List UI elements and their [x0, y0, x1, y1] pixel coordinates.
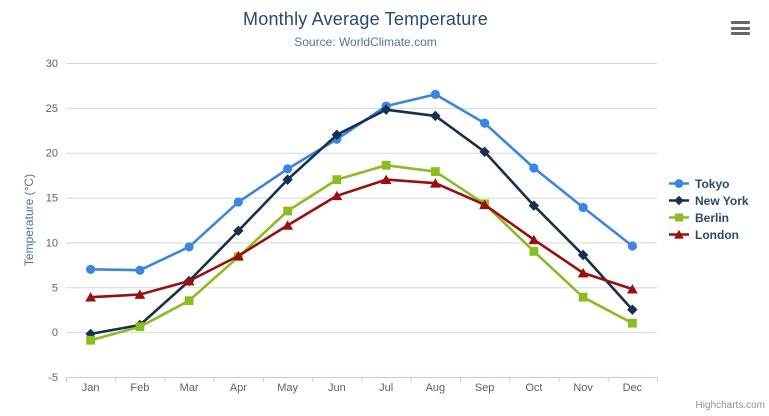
- data-point-tokyo[interactable]: [529, 163, 539, 173]
- series-line-berlin: [89, 164, 634, 342]
- data-point-tokyo[interactable]: [184, 242, 194, 252]
- data-point-london[interactable]: [85, 292, 97, 302]
- data-point-london[interactable]: [479, 199, 491, 210]
- x-axis-category-label: Oct: [525, 382, 542, 394]
- x-axis-category-label: Sep: [475, 382, 495, 394]
- data-point-new-york[interactable]: [233, 225, 244, 236]
- legend-item-new-york[interactable]: New York: [668, 192, 749, 209]
- x-axis-category-label: Jun: [328, 382, 346, 394]
- menu-bar: [731, 21, 750, 24]
- data-point-new-york[interactable]: [577, 249, 589, 261]
- data-point-london[interactable]: [429, 178, 441, 188]
- y-axis-tick-label: 30: [46, 58, 58, 70]
- chart-subtitle: Source: WorldClimate.com: [294, 35, 437, 49]
- data-point-tokyo[interactable]: [627, 241, 637, 251]
- y-axis-tick-label: 5: [52, 282, 58, 294]
- data-point-tokyo[interactable]: [430, 89, 440, 99]
- data-point-berlin[interactable]: [529, 247, 539, 256]
- x-axis-category-label: Mar: [180, 382, 199, 394]
- data-point-berlin[interactable]: [332, 175, 342, 185]
- x-axis-category-label: Nov: [573, 382, 593, 394]
- data-point-new-york[interactable]: [331, 129, 343, 140]
- square-marker-icon: [669, 213, 689, 222]
- legend-label: Tokyo: [695, 176, 730, 191]
- circle-marker-icon: [669, 179, 689, 188]
- legend-item-tokyo[interactable]: Tokyo: [668, 175, 749, 192]
- data-point-berlin[interactable]: [184, 296, 194, 306]
- series-line-london: [89, 178, 634, 299]
- data-point-berlin[interactable]: [381, 160, 391, 170]
- data-point-london[interactable]: [528, 234, 540, 245]
- x-axis-category-label: Aug: [426, 382, 446, 394]
- y-axis-tick-label: -5: [48, 372, 58, 384]
- legend-label: New York: [695, 193, 749, 208]
- series-line-new-york: [89, 108, 634, 336]
- x-axis-category-label: Jan: [82, 382, 100, 394]
- legend-label: Berlin: [695, 210, 730, 225]
- data-point-new-york[interactable]: [528, 200, 540, 211]
- data-point-berlin[interactable]: [430, 167, 440, 176]
- data-point-tokyo[interactable]: [86, 264, 96, 274]
- data-point-tokyo[interactable]: [283, 164, 293, 174]
- diamond-marker-icon: [669, 195, 689, 206]
- data-point-tokyo[interactable]: [480, 118, 490, 128]
- x-axis-category-label: Jul: [379, 382, 393, 394]
- data-point-berlin[interactable]: [135, 322, 145, 332]
- y-axis-tick-label: 20: [46, 148, 58, 160]
- data-point-berlin[interactable]: [86, 335, 96, 345]
- x-axis-category-label: Dec: [623, 382, 643, 394]
- legend: Tokyo New York Berlin London: [668, 175, 749, 243]
- y-axis-title: Temperature (°C): [22, 173, 36, 267]
- series-line-tokyo: [89, 93, 634, 272]
- legend-label: London: [695, 227, 739, 242]
- chart-title: Monthly Average Temperature: [243, 9, 488, 29]
- highcharts-credit-link[interactable]: Highcharts.com: [695, 400, 765, 411]
- data-point-berlin[interactable]: [627, 318, 637, 328]
- data-point-new-york[interactable]: [282, 174, 293, 185]
- hamburger-menu-icon[interactable]: [731, 21, 750, 35]
- chart-title-wrap: Monthly Average Temperature: [0, 9, 731, 30]
- data-point-berlin[interactable]: [283, 206, 293, 216]
- y-axis-tick-label: 25: [46, 103, 58, 115]
- data-point-new-york[interactable]: [380, 104, 392, 115]
- data-point-tokyo[interactable]: [578, 202, 588, 213]
- legend-item-berlin[interactable]: Berlin: [668, 209, 749, 226]
- x-axis-category-label: May: [277, 382, 298, 394]
- y-axis-tick-label: 0: [52, 327, 58, 339]
- data-point-london[interactable]: [380, 174, 392, 185]
- menu-bar: [731, 26, 750, 30]
- data-point-london[interactable]: [232, 250, 244, 261]
- x-axis-category-label: Apr: [230, 382, 247, 394]
- y-axis-tick-label: 15: [46, 193, 58, 205]
- data-point-london[interactable]: [183, 276, 195, 286]
- x-axis-category-label: Feb: [130, 382, 149, 394]
- data-point-london[interactable]: [331, 190, 343, 201]
- menu-bar: [731, 32, 750, 35]
- data-point-london[interactable]: [577, 267, 589, 278]
- data-point-london[interactable]: [626, 284, 638, 294]
- data-point-london[interactable]: [134, 289, 146, 299]
- data-point-tokyo[interactable]: [233, 197, 243, 207]
- legend-item-london[interactable]: London: [668, 226, 749, 243]
- data-point-new-york[interactable]: [430, 110, 441, 122]
- y-axis-tick-label: 10: [46, 237, 58, 249]
- data-point-berlin[interactable]: [578, 292, 588, 302]
- data-point-tokyo[interactable]: [135, 265, 145, 275]
- chart-subtitle-wrap: Source: WorldClimate.com: [0, 33, 731, 51]
- triangle-marker-icon: [669, 229, 689, 239]
- data-point-new-york[interactable]: [479, 146, 490, 158]
- data-point-london[interactable]: [282, 220, 294, 230]
- data-point-new-york[interactable]: [627, 304, 638, 315]
